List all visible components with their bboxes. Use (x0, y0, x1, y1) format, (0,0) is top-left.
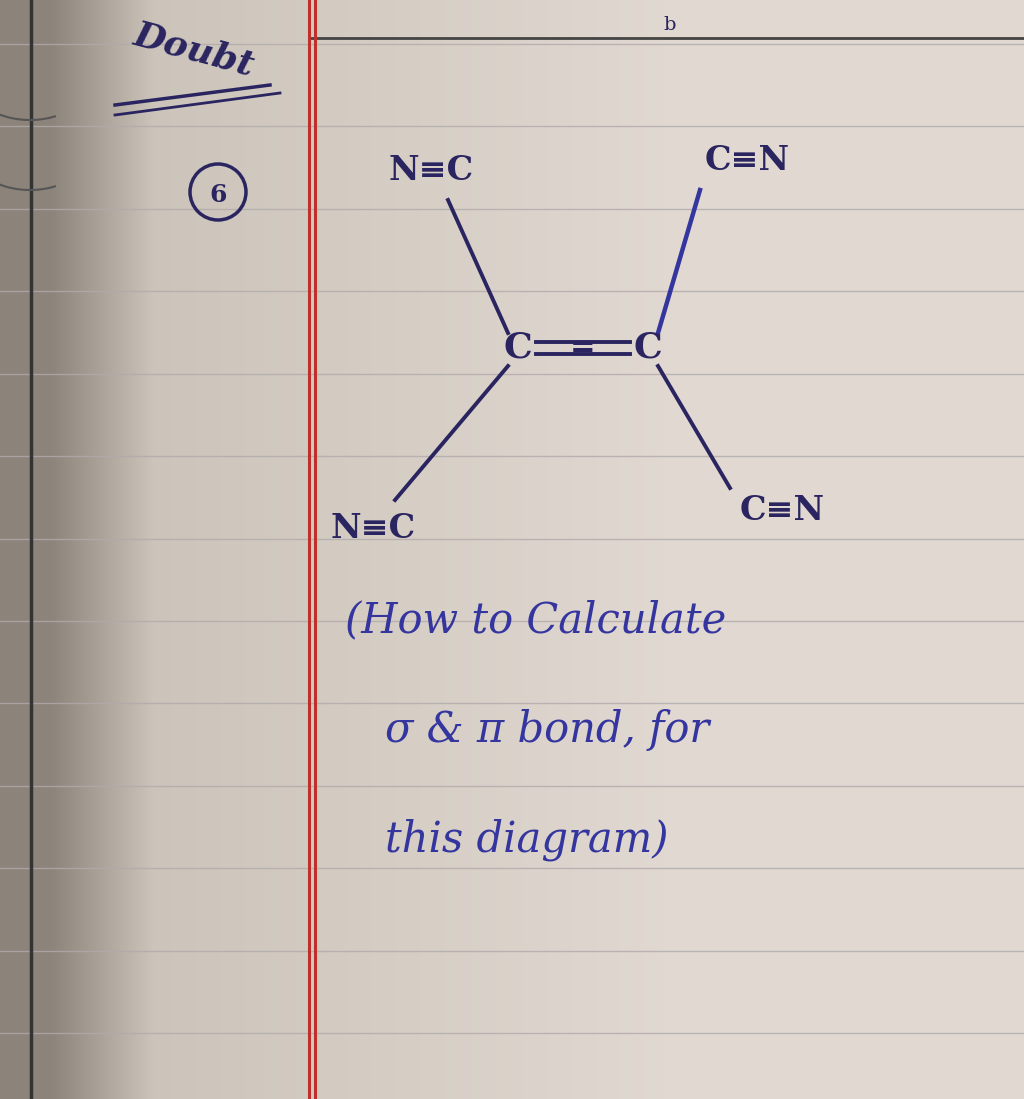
Text: (How to Calculate: (How to Calculate (345, 599, 726, 641)
Text: C≡N: C≡N (740, 493, 825, 526)
Text: σ & π bond, for: σ & π bond, for (385, 709, 710, 751)
Text: C≡N: C≡N (705, 144, 791, 177)
Text: N≡C: N≡C (388, 154, 473, 187)
Text: b: b (664, 16, 676, 34)
Text: this diagram): this diagram) (385, 819, 669, 862)
Text: N≡C: N≡C (330, 511, 415, 544)
Text: 6: 6 (209, 184, 226, 207)
Text: C: C (504, 331, 532, 365)
Text: C: C (634, 331, 663, 365)
Text: Doubt: Doubt (130, 18, 258, 82)
Text: =: = (570, 333, 596, 364)
